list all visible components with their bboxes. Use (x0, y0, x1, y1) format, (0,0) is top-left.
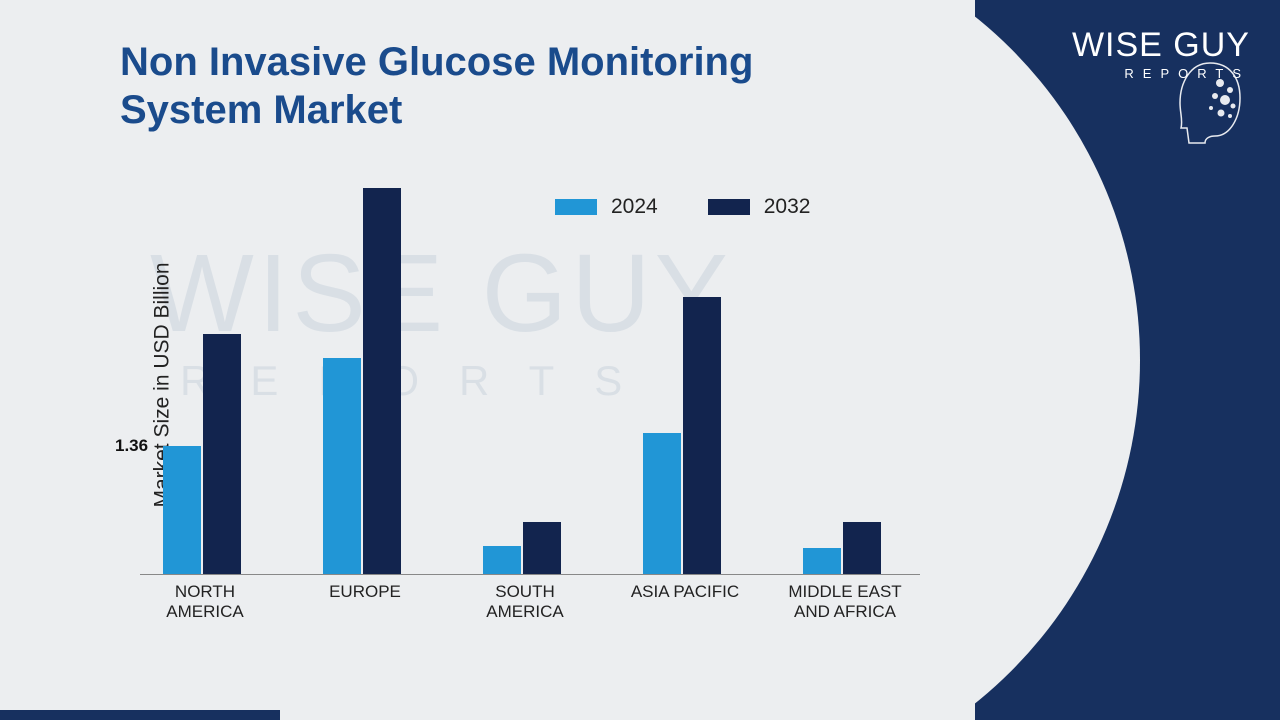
plot-area: NORTH AMERICA1.36 EUROPE SOUTH AMERICA ASIA… (140, 180, 920, 575)
legend-swatch (708, 199, 750, 215)
x-tick-label: NORTH AMERICA (145, 582, 265, 623)
bar (523, 522, 561, 574)
x-tick-label: SOUTH AMERICA (465, 582, 585, 623)
legend-swatch (555, 199, 597, 215)
bar (643, 433, 681, 574)
legend-item: 2032 (708, 195, 811, 219)
chart-title: Non Invasive Glucose Monitoring System M… (120, 38, 820, 134)
bar (323, 358, 361, 574)
legend: 2024 2032 (555, 195, 810, 219)
x-tick-label: ASIA PACIFIC (625, 582, 745, 602)
bar-group: EUROPE (305, 179, 425, 574)
bar-group: MIDDLE EAST AND AFRICA (785, 179, 905, 574)
bar (363, 188, 401, 574)
bar (483, 546, 521, 574)
legend-label: 2032 (764, 195, 811, 219)
bar-group: ASIA PACIFIC (625, 179, 745, 574)
bar (203, 334, 241, 574)
brand-logo-line1: WISE GUY (1072, 28, 1250, 62)
bar (803, 548, 841, 574)
x-tick-label: MIDDLE EAST AND AFRICA (785, 582, 905, 623)
x-tick-label: EUROPE (305, 582, 425, 602)
head-icon (1175, 58, 1245, 148)
legend-item: 2024 (555, 195, 658, 219)
bottom-accent-bar (0, 710, 280, 720)
brand-logo: WISE GUY REPORTS (1072, 28, 1250, 81)
bar-value-label: 1.36 (115, 436, 148, 456)
legend-label: 2024 (611, 195, 658, 219)
bar-group: NORTH AMERICA1.36 (145, 179, 265, 574)
page-root: WISE GUY REPORTS Non Invasive Glucose Mo… (0, 0, 1280, 720)
bar (683, 297, 721, 574)
bar (163, 446, 201, 574)
bar-chart: Market Size in USD Billion NORTH AMERICA… (100, 180, 920, 590)
bar (843, 522, 881, 574)
bar-group: SOUTH AMERICA (465, 179, 585, 574)
